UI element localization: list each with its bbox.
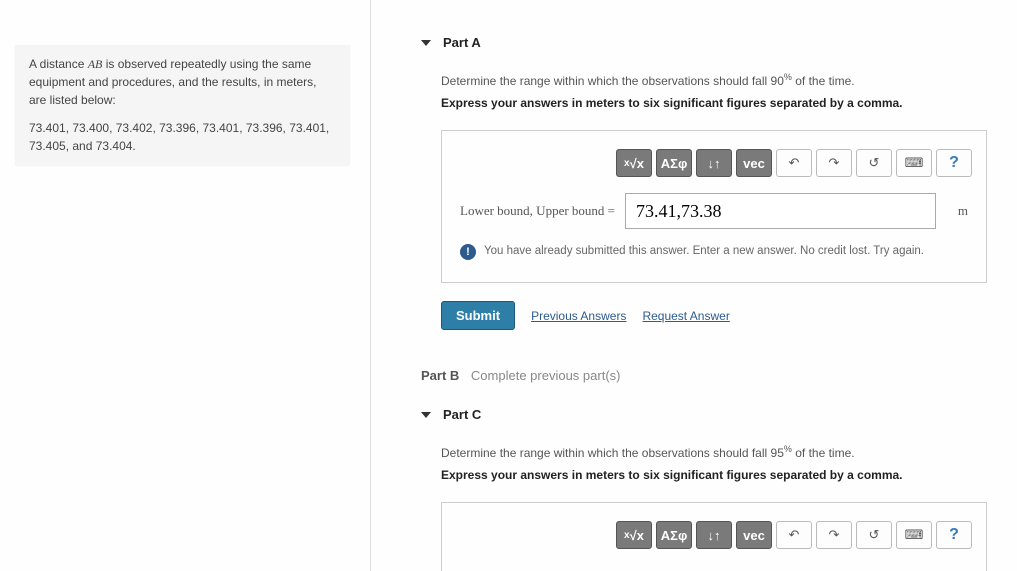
submit-button[interactable]: Submit <box>441 301 515 330</box>
request-answer-link[interactable]: Request Answer <box>642 309 729 323</box>
sqrt-button[interactable]: x√x <box>616 521 652 549</box>
part-c-title: Part C <box>443 407 481 422</box>
unit-label: m <box>958 203 968 219</box>
answer-input[interactable] <box>625 193 936 229</box>
problem-statement: A distance AB is observed repeatedly usi… <box>15 45 350 165</box>
part-a-title: Part A <box>443 35 481 50</box>
help-button[interactable]: ? <box>936 521 972 549</box>
collapse-icon <box>421 40 431 46</box>
reset-button[interactable]: ↺ <box>856 521 892 549</box>
answer-box-a: x√x ΑΣφ ↓↑ vec ↶ ↷ ↺ ⌨ ? Lower bound, Up… <box>441 130 987 283</box>
undo-button[interactable]: ↶ <box>776 149 812 177</box>
part-b-label: Part B <box>421 368 459 383</box>
reset-button[interactable]: ↺ <box>856 149 892 177</box>
previous-answers-link[interactable]: Previous Answers <box>531 309 626 323</box>
sqrt-button[interactable]: x√x <box>616 149 652 177</box>
arrows-button[interactable]: ↓↑ <box>696 521 732 549</box>
equation-toolbar-c: x√x ΑΣφ ↓↑ vec ↶ ↷ ↺ ⌨ ? <box>620 521 968 549</box>
part-a-body: Determine the range within which the obs… <box>421 72 987 330</box>
part-c-format: Express your answers in meters to six si… <box>441 468 987 482</box>
help-button[interactable]: ? <box>936 149 972 177</box>
arrows-button[interactable]: ↓↑ <box>696 149 732 177</box>
greek-button[interactable]: ΑΣφ <box>656 521 692 549</box>
problem-panel: A distance AB is observed repeatedly usi… <box>0 0 370 571</box>
part-c-instruction: Determine the range within which the obs… <box>441 444 987 460</box>
redo-button[interactable]: ↷ <box>816 149 852 177</box>
part-b-locked: Part B Complete previous part(s) <box>421 368 987 383</box>
info-icon: ! <box>460 244 476 260</box>
keyboard-button[interactable]: ⌨ <box>896 149 932 177</box>
answer-row: Lower bound, Upper bound = m <box>460 193 968 229</box>
answer-box-c: x√x ΑΣφ ↓↑ vec ↶ ↷ ↺ ⌨ ? <box>441 502 987 571</box>
part-c-header[interactable]: Part C <box>421 407 987 422</box>
equation-toolbar: x√x ΑΣφ ↓↑ vec ↶ ↷ ↺ ⌨ ? <box>620 149 968 177</box>
part-c-body: Determine the range within which the obs… <box>421 444 987 571</box>
data-values: 73.401, 73.400, 73.402, 73.396, 73.401, … <box>29 119 336 155</box>
keyboard-button[interactable]: ⌨ <box>896 521 932 549</box>
feedback-row: ! You have already submitted this answer… <box>460 243 968 260</box>
part-a-format: Express your answers in meters to six si… <box>441 96 987 110</box>
part-b-text: Complete previous part(s) <box>471 368 621 383</box>
undo-button[interactable]: ↶ <box>776 521 812 549</box>
variable-ab: AB <box>88 57 103 71</box>
collapse-icon <box>421 412 431 418</box>
vec-button[interactable]: vec <box>736 149 772 177</box>
action-row: Submit Previous Answers Request Answer <box>441 301 987 330</box>
statement-text: A distance <box>29 57 88 71</box>
answer-label: Lower bound, Upper bound = <box>460 203 615 219</box>
redo-button[interactable]: ↷ <box>816 521 852 549</box>
part-a-instruction: Determine the range within which the obs… <box>441 72 987 88</box>
vec-button[interactable]: vec <box>736 521 772 549</box>
part-a-header[interactable]: Part A <box>421 35 987 50</box>
answer-panel: Part A Determine the range within which … <box>370 0 1017 571</box>
feedback-text: You have already submitted this answer. … <box>484 243 924 259</box>
greek-button[interactable]: ΑΣφ <box>656 149 692 177</box>
